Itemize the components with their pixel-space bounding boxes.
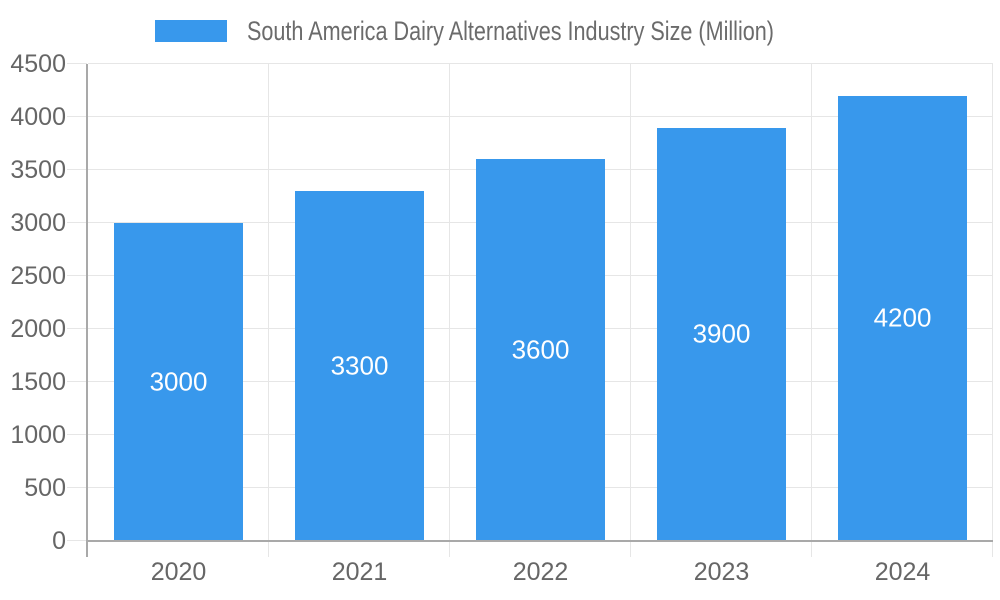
y-axis-tick-label: 500	[24, 474, 66, 502]
y-axis-tick-mark	[67, 487, 87, 488]
x-axis-tick-label: 2024	[874, 558, 931, 586]
bar-value-label: 3300	[330, 350, 389, 381]
y-axis-tick-label: 2000	[10, 315, 66, 343]
y-axis-tick-mark	[67, 328, 87, 329]
y-axis-tick-mark	[67, 169, 87, 170]
y-axis-tick-mark	[67, 63, 87, 64]
x-axis-tick-mark	[811, 542, 812, 557]
y-axis-tick-label: 3500	[10, 156, 66, 184]
x-axis-line	[88, 540, 993, 542]
gridline-vertical	[268, 64, 269, 541]
x-axis-tick-label: 2022	[512, 558, 569, 586]
gridline-vertical	[630, 64, 631, 541]
y-axis-tick-label: 1500	[10, 368, 66, 396]
legend-item[interactable]: South America Dairy Alternatives Industr…	[155, 15, 906, 46]
x-axis-tick-label: 2021	[331, 558, 388, 586]
bar-2022: 3600	[476, 159, 605, 541]
y-axis-tick-mark	[67, 222, 87, 223]
x-axis-tick-mark	[992, 542, 993, 557]
gridline-horizontal	[88, 116, 993, 117]
y-axis-tick-label: 0	[52, 527, 66, 555]
bar-2021: 3300	[295, 191, 424, 541]
x-axis-tick-mark	[268, 542, 269, 557]
y-axis-tick-mark	[67, 381, 87, 382]
x-axis-tick-label: 2023	[693, 558, 750, 586]
x-axis-tick-mark	[449, 542, 450, 557]
y-axis-line	[86, 64, 88, 557]
bar-2023: 3900	[657, 127, 786, 541]
gridline-vertical	[449, 64, 450, 541]
bar-value-label: 3900	[692, 318, 751, 349]
y-axis-tick-mark	[67, 434, 87, 435]
y-axis-tick-mark	[67, 116, 87, 117]
y-axis-tick-mark	[67, 540, 87, 541]
gridline-horizontal	[88, 63, 993, 64]
y-axis-tick-mark	[67, 275, 87, 276]
bar-value-label: 4200	[873, 302, 932, 333]
bar-value-label: 3000	[149, 366, 208, 397]
gridline-vertical	[992, 64, 993, 541]
y-axis-tick-label: 4000	[10, 103, 66, 131]
x-axis-tick-mark	[630, 542, 631, 557]
chart-title: South America Dairy Alternatives Industr…	[247, 15, 774, 46]
y-axis-tick-label: 2500	[10, 262, 66, 290]
y-axis-tick-label: 3000	[10, 209, 66, 237]
bar-2024: 4200	[838, 95, 967, 541]
plot-area: 3000 3300 3600 3900 4200	[88, 64, 993, 541]
y-axis-tick-label: 4500	[10, 50, 66, 78]
x-axis-tick-label: 2020	[150, 558, 207, 586]
bar-value-label: 3600	[511, 334, 570, 365]
gridline-vertical	[811, 64, 812, 541]
y-axis-tick-label: 1000	[10, 421, 66, 449]
bar-2020: 3000	[114, 223, 243, 541]
legend-color-swatch	[155, 20, 227, 42]
